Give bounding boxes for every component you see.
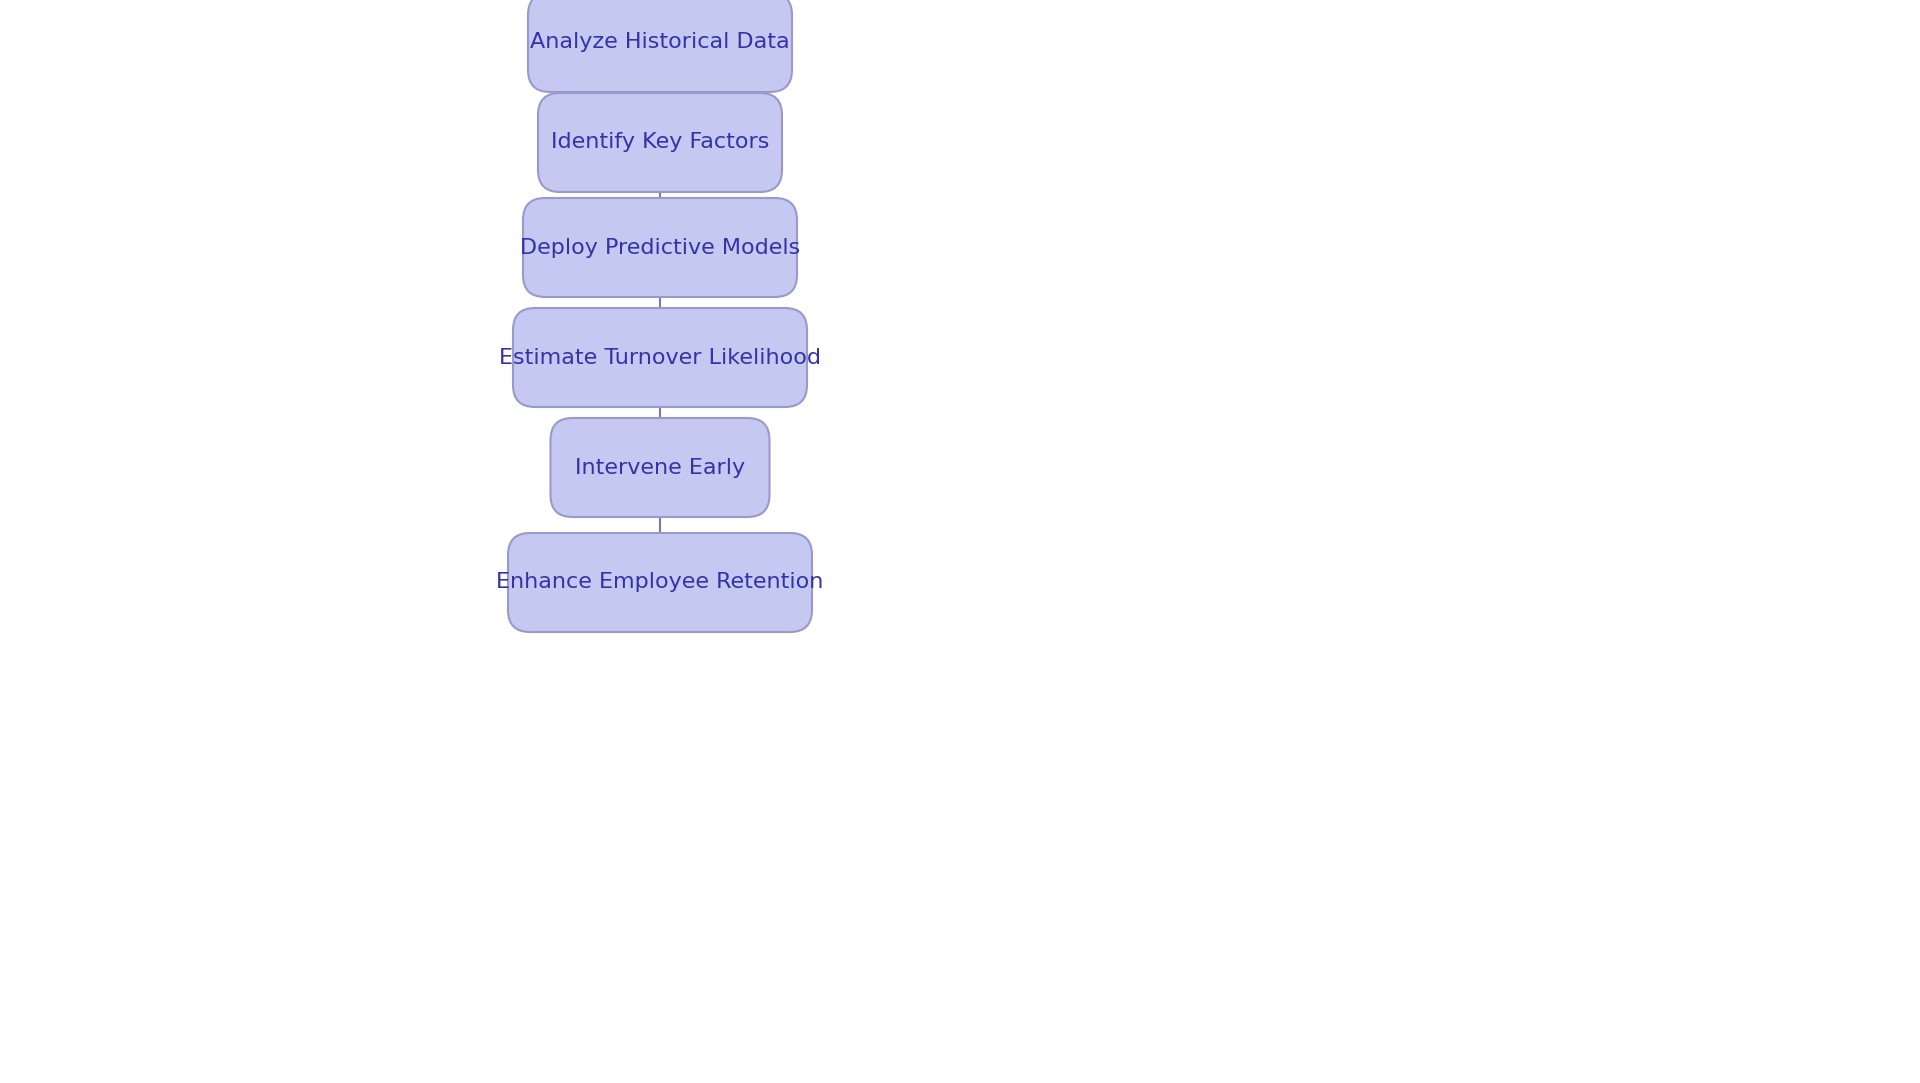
FancyBboxPatch shape <box>509 533 812 632</box>
Text: Estimate Turnover Likelihood: Estimate Turnover Likelihood <box>499 348 822 367</box>
FancyBboxPatch shape <box>528 0 791 92</box>
Text: Enhance Employee Retention: Enhance Employee Retention <box>495 573 824 592</box>
Text: Deploy Predictive Models: Deploy Predictive Models <box>520 237 801 258</box>
FancyBboxPatch shape <box>551 418 770 517</box>
FancyBboxPatch shape <box>522 198 797 297</box>
FancyBboxPatch shape <box>538 93 781 192</box>
Text: Identify Key Factors: Identify Key Factors <box>551 132 770 153</box>
Text: Intervene Early: Intervene Early <box>574 457 745 478</box>
Text: Analyze Historical Data: Analyze Historical Data <box>530 32 789 52</box>
FancyBboxPatch shape <box>513 308 806 407</box>
